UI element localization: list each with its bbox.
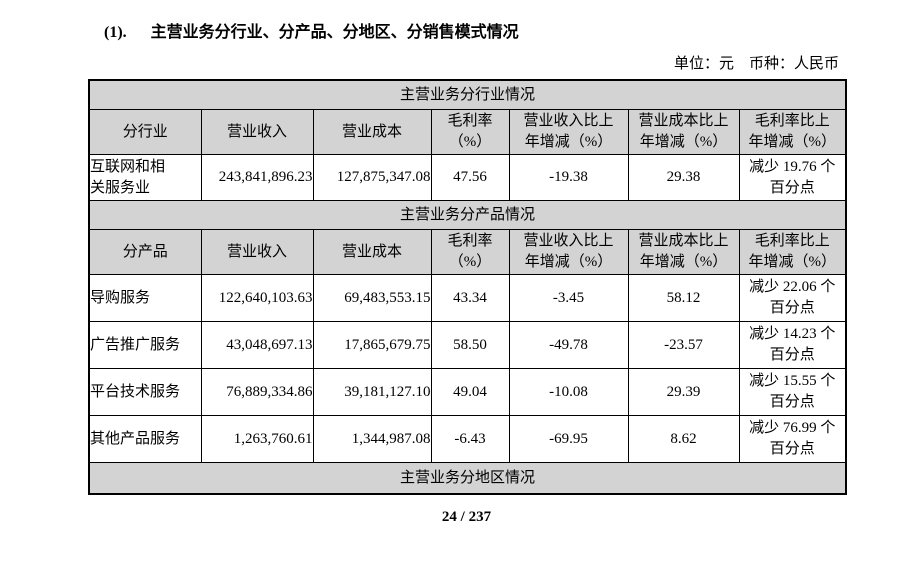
cell-revenue: 243,841,896.23	[200, 154, 314, 201]
cell-cost-change: 29.38	[627, 154, 740, 201]
column-header: 营业成本比上 年增减（%）	[627, 229, 740, 275]
column-header: 营业收入比上 年增减（%）	[508, 109, 629, 155]
cell-gross-margin: 58.50	[430, 321, 510, 369]
column-header: 营业收入	[200, 109, 314, 155]
main-business-table: 主营业务分行业情况 分行业 营业收入 营业成本 毛利率 （%） 营业收入比上 年…	[88, 79, 848, 495]
cell-revenue-change: -3.45	[508, 274, 629, 322]
cell-segment-name: 平台技术服务	[88, 368, 202, 416]
section-header-row: 主营业务分地区情况	[88, 462, 847, 495]
page-title: (1). 主营业务分行业、分产品、分地区、分销售模式情况	[88, 22, 845, 44]
cell-margin-change: 减少 15.55 个 百分点	[738, 368, 847, 416]
table-row: 其他产品服务 1,263,760.61 1,344,987.08 -6.43 -…	[88, 415, 847, 463]
table-row: 导购服务 122,640,103.63 69,483,553.15 43.34 …	[88, 274, 847, 322]
cell-margin-change: 减少 14.23 个 百分点	[738, 321, 847, 369]
column-header: 毛利率比上 年增减（%）	[738, 109, 847, 155]
cell-cost: 69,483,553.15	[312, 274, 432, 322]
cell-gross-margin: 49.04	[430, 368, 510, 416]
cell-revenue-change: -19.38	[508, 154, 629, 201]
column-header: 营业成本	[312, 109, 432, 155]
cell-revenue: 122,640,103.63	[200, 274, 314, 322]
column-header: 毛利率比上 年增减（%）	[738, 229, 847, 275]
cell-revenue-change: -69.95	[508, 415, 629, 463]
section-title-product: 主营业务分产品情况	[88, 200, 847, 230]
cell-revenue: 76,889,334.86	[200, 368, 314, 416]
section-title-region: 主营业务分地区情况	[88, 462, 847, 495]
unit-note: 单位：元 币种：人民币	[673, 56, 839, 72]
column-header-row: 分产品 营业收入 营业成本 毛利率 （%） 营业收入比上 年增减（%） 营业成本…	[88, 229, 847, 275]
cell-segment-name: 导购服务	[88, 274, 202, 322]
table-row: 广告推广服务 43,048,697.13 17,865,679.75 58.50…	[88, 321, 847, 369]
column-header: 毛利率 （%）	[430, 229, 510, 275]
column-header: 分产品	[88, 229, 202, 275]
cell-cost-change: -23.57	[627, 321, 740, 369]
title-numbering: (1).	[104, 24, 127, 41]
cell-revenue-change: -49.78	[508, 321, 629, 369]
cell-cost: 17,865,679.75	[312, 321, 432, 369]
cell-segment-name: 广告推广服务	[88, 321, 202, 369]
cell-revenue-change: -10.08	[508, 368, 629, 416]
cell-gross-margin: -6.43	[430, 415, 510, 463]
page-number: 24 / 237	[441, 509, 492, 525]
cell-cost-change: 8.62	[627, 415, 740, 463]
column-header: 营业成本比上 年增减（%）	[627, 109, 740, 155]
cell-segment-name: 其他产品服务	[88, 415, 202, 463]
table-row: 平台技术服务 76,889,334.86 39,181,127.10 49.04…	[88, 368, 847, 416]
cell-gross-margin: 47.56	[430, 154, 510, 201]
cell-margin-change: 减少 76.99 个 百分点	[738, 415, 847, 463]
column-header: 营业成本	[312, 229, 432, 275]
column-header: 毛利率 （%）	[430, 109, 510, 155]
cell-gross-margin: 43.34	[430, 274, 510, 322]
cell-segment-name: 互联网和相 关服务业	[88, 154, 202, 201]
cell-margin-change: 减少 19.76 个 百分点	[738, 154, 847, 201]
cell-revenue: 43,048,697.13	[200, 321, 314, 369]
column-header: 分行业	[88, 109, 202, 155]
title-text: 主营业务分行业、分产品、分地区、分销售模式情况	[150, 24, 519, 41]
cell-cost: 127,875,347.08	[312, 154, 432, 201]
cell-cost: 1,344,987.08	[312, 415, 432, 463]
cell-cost-change: 58.12	[627, 274, 740, 322]
cell-cost-change: 29.39	[627, 368, 740, 416]
cell-margin-change: 减少 22.06 个 百分点	[738, 274, 847, 322]
table-row: 互联网和相 关服务业 243,841,896.23 127,875,347.08…	[88, 154, 847, 201]
document-page: (1). 主营业务分行业、分产品、分地区、分销售模式情况 单位：元 币种：人民币 …	[88, 22, 848, 526]
section-header-row: 主营业务分产品情况	[88, 200, 847, 230]
column-header-row: 分行业 营业收入 营业成本 毛利率 （%） 营业收入比上 年增减（%） 营业成本…	[88, 109, 847, 155]
cell-revenue: 1,263,760.61	[200, 415, 314, 463]
cell-cost: 39,181,127.10	[312, 368, 432, 416]
column-header: 营业收入	[200, 229, 314, 275]
section-header-row: 主营业务分行业情况	[88, 79, 847, 110]
section-title-industry: 主营业务分行业情况	[88, 79, 847, 110]
column-header: 营业收入比上 年增减（%）	[508, 229, 629, 275]
